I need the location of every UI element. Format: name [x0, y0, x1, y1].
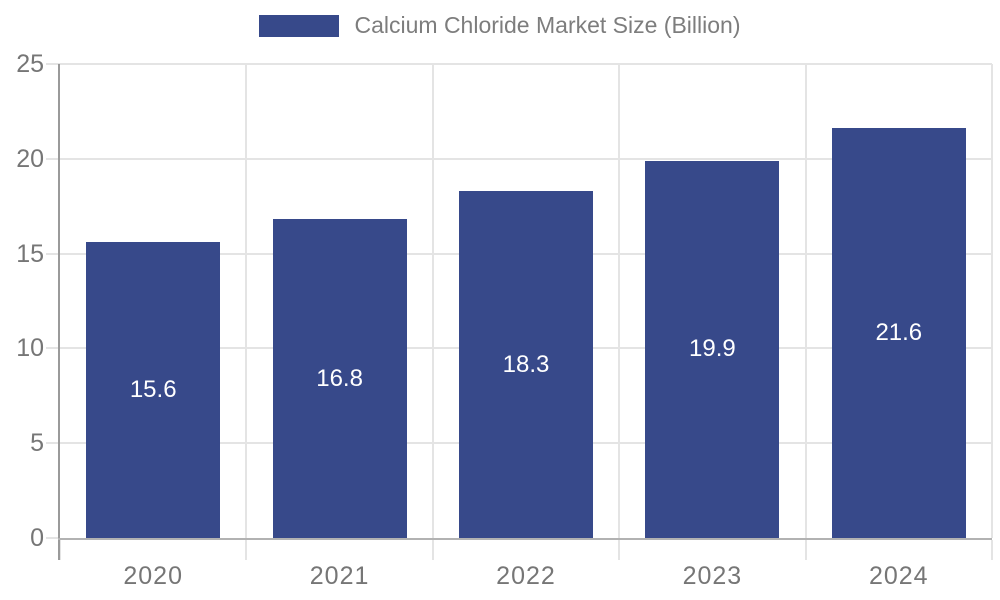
bar-2022[interactable] [459, 191, 593, 538]
y-axis-tick [46, 442, 60, 445]
legend-label: Calcium Chloride Market Size (Billion) [354, 12, 741, 38]
bar-value-label: 16.8 [316, 364, 363, 392]
y-gridline [60, 63, 992, 65]
x-axis-tick [618, 540, 621, 560]
x-gridline [804, 64, 807, 538]
x-tick-label: 2020 [123, 562, 183, 590]
y-tick-label: 15 [16, 239, 44, 268]
bar-2021[interactable] [272, 219, 407, 538]
y-gridline [60, 157, 992, 160]
bar-2024[interactable] [831, 128, 966, 538]
legend-marker-swatch [259, 14, 340, 37]
y-axis-tick [46, 252, 60, 255]
x-axis-line [58, 538, 992, 540]
x-axis-tick [804, 540, 807, 560]
bar-value-label: 19.9 [689, 335, 736, 363]
x-tick-label: 2023 [682, 562, 743, 590]
x-tick-label: 2021 [309, 562, 370, 590]
y-tick-label: 25 [16, 50, 44, 78]
x-gridline [431, 64, 434, 538]
x-axis-tick [431, 540, 434, 560]
plot-right-border [991, 64, 993, 538]
x-gridline [618, 64, 621, 538]
y-axis-tick [46, 157, 60, 160]
y-tick-label: 10 [16, 334, 44, 363]
y-axis-tick [46, 537, 60, 539]
y-axis-line [58, 64, 60, 560]
y-axis-tick [46, 347, 60, 350]
x-axis-tick [245, 540, 248, 560]
bar-value-label: 21.6 [875, 319, 923, 347]
x-tick-label: 2024 [868, 562, 929, 590]
y-tick-label: 20 [16, 144, 44, 173]
chart-legend: Calcium Chloride Market Size (Billion) [0, 14, 1000, 37]
y-axis-tick [46, 63, 60, 65]
x-gridline [245, 64, 248, 538]
y-tick-label: 0 [30, 524, 44, 552]
y-tick-label: 5 [30, 429, 44, 458]
x-axis-tick [59, 540, 61, 560]
legend-item[interactable]: Calcium Chloride Market Size (Billion) [259, 12, 741, 38]
bar-2020[interactable] [86, 242, 221, 538]
bar-2023[interactable] [645, 160, 780, 538]
x-tick-label: 2022 [496, 562, 556, 590]
bar-value-label: 18.3 [502, 350, 550, 378]
x-axis-tick [991, 540, 993, 560]
bar-value-label: 15.6 [129, 376, 177, 404]
